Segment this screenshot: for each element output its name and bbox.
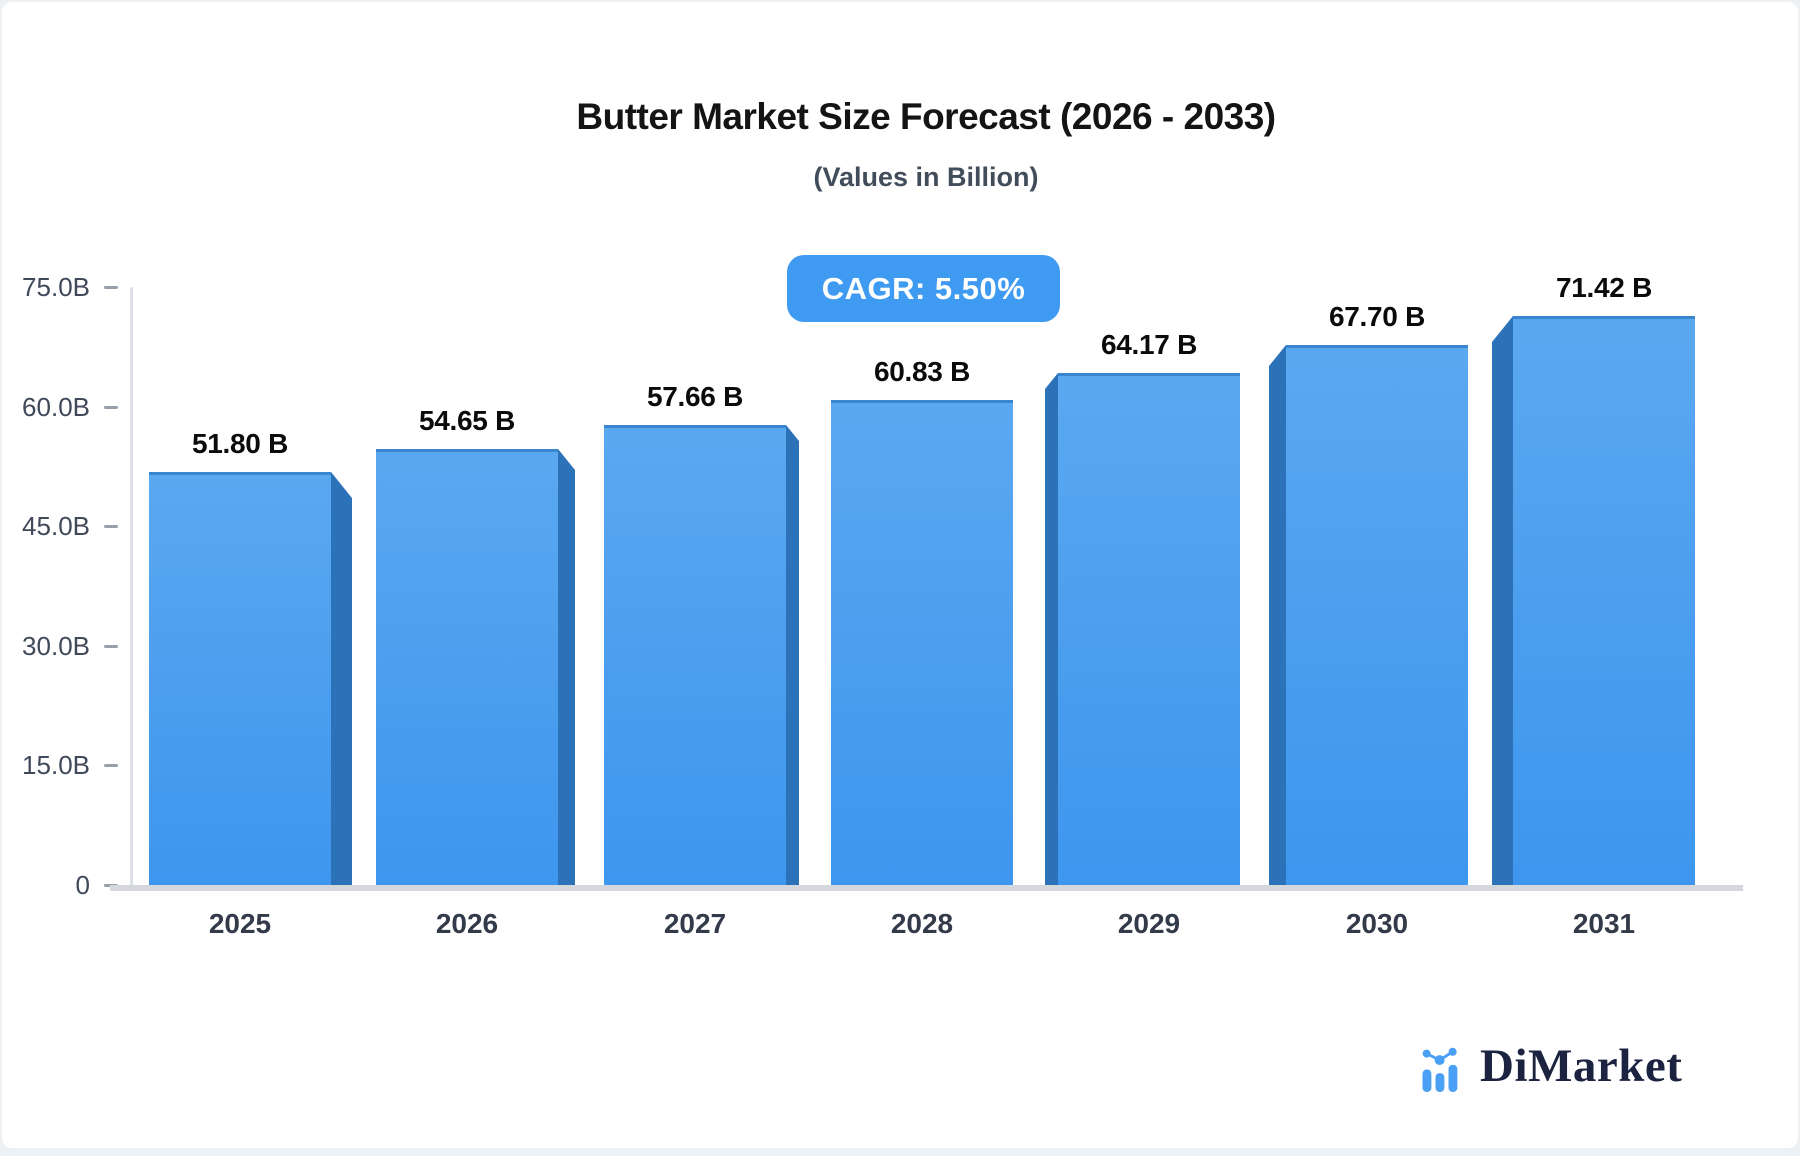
- bar-value-label: 67.70 B: [1329, 301, 1425, 332]
- y-tick-mark: [104, 764, 118, 768]
- bar-value-label: 51.80 B: [192, 428, 288, 459]
- brand-logo: DiMarket: [1416, 1038, 1682, 1094]
- y-tick-label: 75.0B: [22, 272, 90, 302]
- x-tick-label: 2028: [890, 908, 954, 939]
- y-tick-label: 30.0B: [22, 630, 90, 661]
- y-tick-label: 15.0B: [22, 750, 90, 781]
- x-tick-label: 2027: [663, 908, 727, 939]
- cagr-badge-label: CAGR: 5.50%: [821, 270, 1026, 306]
- brand-logo-text: DiMarket: [1480, 1040, 1683, 1092]
- y-axis-line: [130, 287, 133, 889]
- y-tick-mark: [104, 644, 118, 648]
- bar-side-face: [786, 425, 799, 885]
- bar-value-label: 71.42 B: [1556, 272, 1652, 303]
- chart-title: Butter Market Size Forecast (2026 - 2033…: [576, 96, 1276, 137]
- x-tick-label: 2030: [1345, 908, 1409, 939]
- bar-side-face: [1269, 345, 1286, 885]
- bar: [1513, 316, 1695, 885]
- y-tick-mark: [104, 525, 118, 529]
- x-axis-baseline: [110, 885, 1743, 891]
- bar-value-label: 64.17 B: [1101, 329, 1197, 360]
- y-tick-mark: [104, 405, 118, 409]
- x-tick-label: 2025: [208, 908, 272, 939]
- y-tick-label: 60.0B: [22, 391, 90, 422]
- mini-bar-chart-icon: [1422, 1047, 1458, 1092]
- bar: [149, 472, 331, 885]
- bar: [376, 449, 558, 885]
- cagr-badge: CAGR: 5.50%: [787, 255, 1060, 322]
- bar-value-label: 57.66 B: [647, 381, 743, 412]
- x-tick-label: 2029: [1117, 908, 1181, 939]
- bar: [1286, 345, 1468, 885]
- bar: [1058, 373, 1240, 885]
- bar-value-label: 60.83 B: [874, 356, 970, 387]
- y-tick-label: 0: [75, 870, 90, 900]
- y-tick-label: 45.0B: [22, 511, 90, 542]
- y-tick-mark: [104, 286, 118, 289]
- x-tick-label: 2031: [1572, 908, 1636, 939]
- chart-subtitle: (Values in Billion): [813, 162, 1039, 192]
- bar-side-face: [558, 449, 575, 885]
- x-tick-label: 2026: [435, 908, 499, 939]
- bar-side-face: [1045, 373, 1058, 885]
- bar-side-face: [1492, 316, 1513, 885]
- bar: [831, 400, 1013, 885]
- bar-value-label: 54.65 B: [419, 405, 515, 436]
- bar: [604, 425, 786, 885]
- bar-side-face: [331, 472, 352, 885]
